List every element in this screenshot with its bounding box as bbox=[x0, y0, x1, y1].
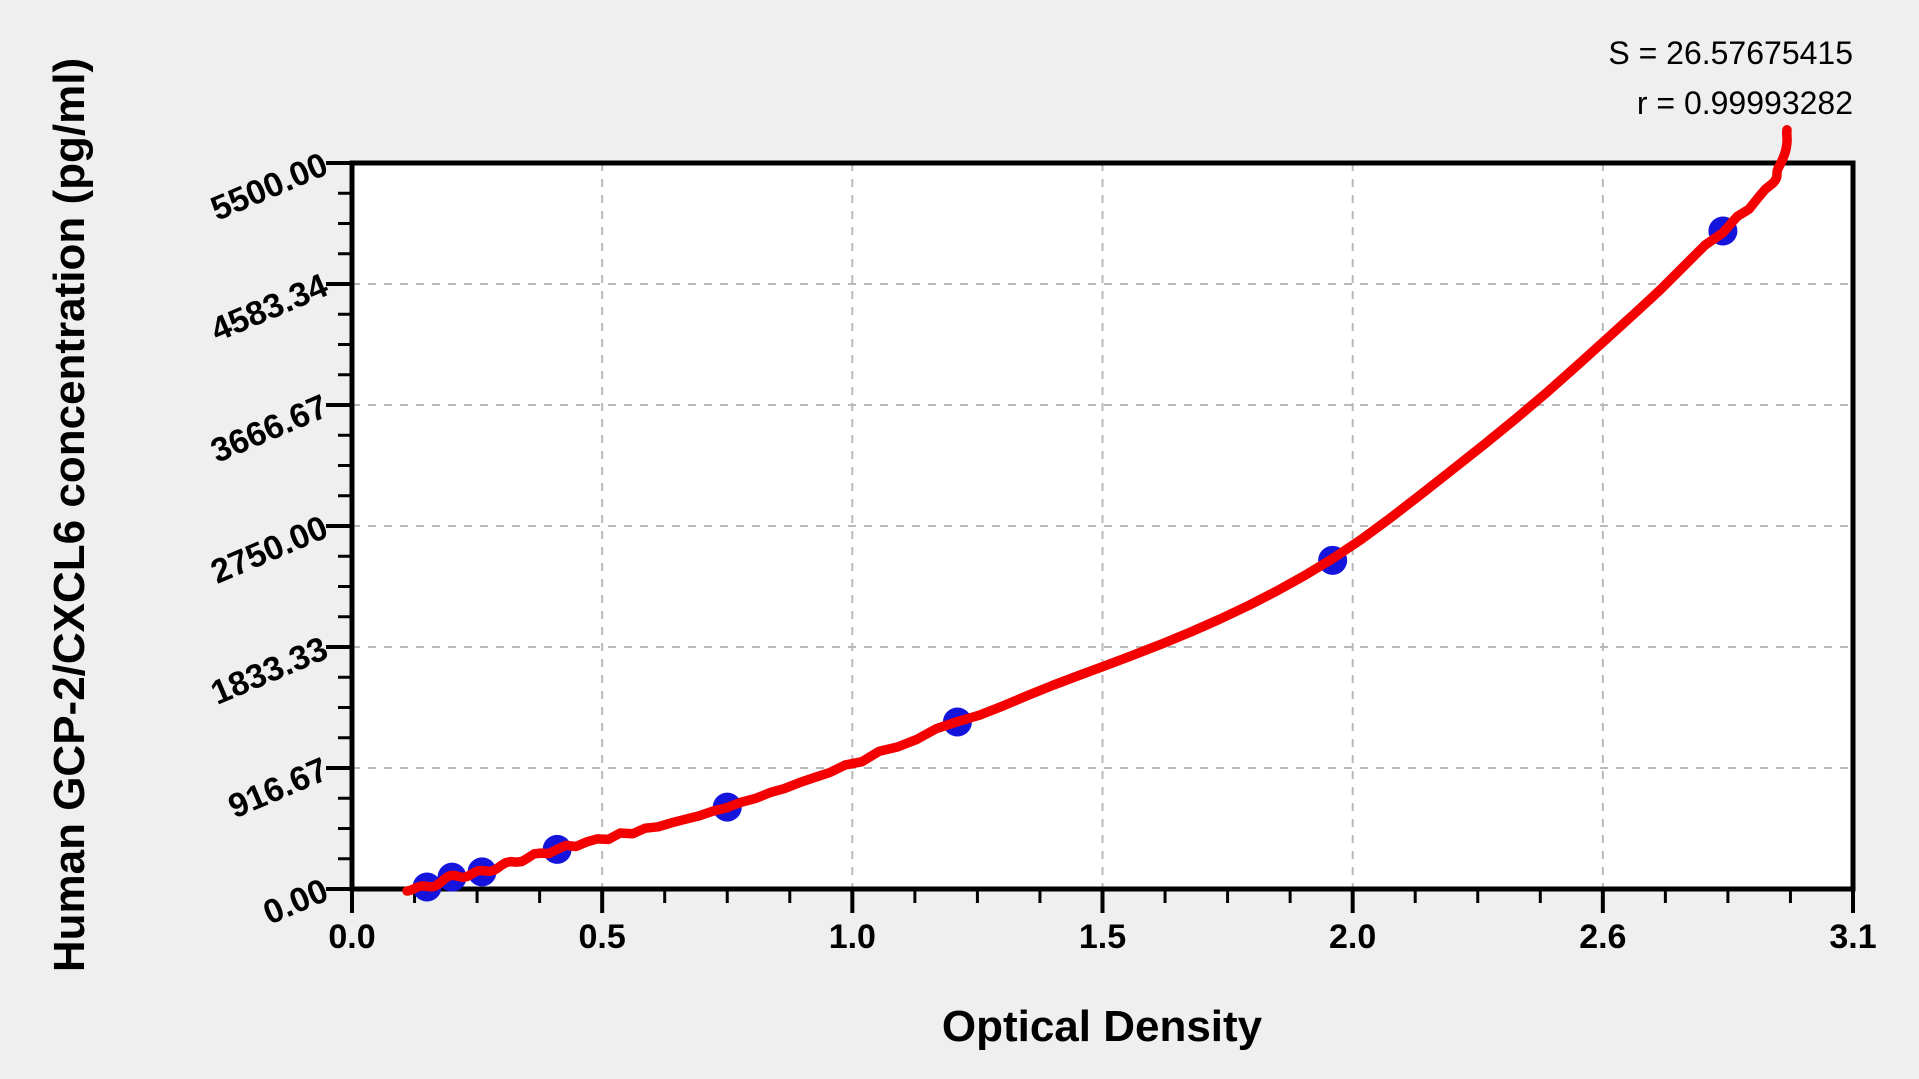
fit-statistics: S = 26.57675415 r = 0.99993282 bbox=[1608, 28, 1853, 128]
x-tick-label: 2.6 bbox=[1579, 918, 1627, 956]
x-tick-label: 0.0 bbox=[328, 918, 376, 956]
y-axis-title: Human GCP-2/CXCL6 concentration (pg/ml) bbox=[45, 57, 94, 973]
x-tick-label: 2.0 bbox=[1329, 918, 1377, 956]
fit-curve-line bbox=[402, 125, 1792, 896]
plot-border bbox=[349, 160, 1856, 892]
s-value-text: S = 26.57675415 bbox=[1608, 35, 1853, 71]
x-tick-label: 1.0 bbox=[828, 918, 876, 956]
x-tick-label: 3.1 bbox=[1829, 918, 1877, 956]
x-tick-label: 1.5 bbox=[1078, 918, 1127, 956]
x-tick-label: 0.5 bbox=[578, 918, 626, 956]
r-value-text: r = 0.99993282 bbox=[1636, 85, 1853, 121]
x-axis-title: Optical Density bbox=[941, 1002, 1263, 1051]
